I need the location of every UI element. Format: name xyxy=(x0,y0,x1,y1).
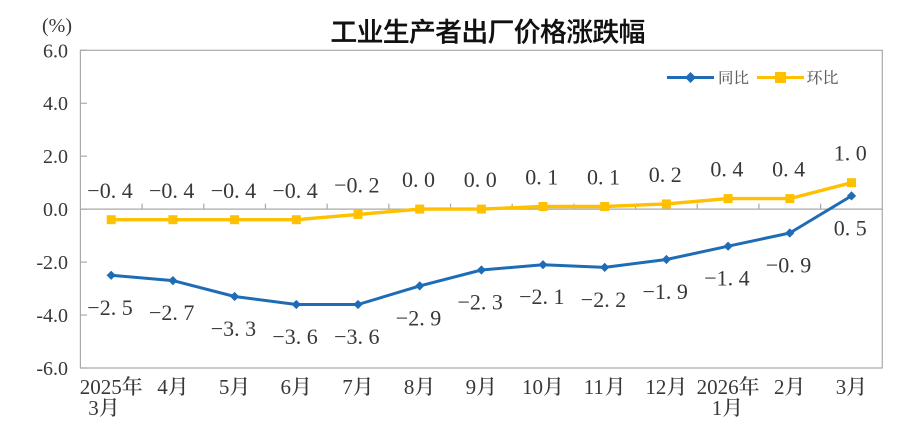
svg-text:−1. 9: −1. 9 xyxy=(642,279,687,304)
svg-text:7: 7 xyxy=(342,375,353,399)
svg-text:1. 0: 1. 0 xyxy=(834,141,867,166)
svg-text:0. 4: 0. 4 xyxy=(772,157,805,182)
svg-text:-2.0: -2.0 xyxy=(36,252,68,274)
svg-text:12: 12 xyxy=(645,375,666,399)
svg-text:−1. 4: −1. 4 xyxy=(704,266,749,291)
svg-text:−3. 6: −3. 6 xyxy=(272,324,317,349)
svg-text:11: 11 xyxy=(584,375,604,399)
svg-text:−0. 4: −0. 4 xyxy=(149,178,194,203)
svg-text:−0. 9: −0. 9 xyxy=(766,252,811,277)
svg-text:0. 5: 0. 5 xyxy=(834,215,867,240)
svg-text:-6.0: -6.0 xyxy=(36,358,68,380)
svg-text:4: 4 xyxy=(157,375,168,399)
svg-text:0.0: 0.0 xyxy=(43,199,68,221)
svg-text:−2. 2: −2. 2 xyxy=(581,287,626,312)
svg-text:3: 3 xyxy=(88,396,99,420)
svg-text:8: 8 xyxy=(404,375,415,399)
svg-text:0. 0: 0. 0 xyxy=(464,167,497,192)
svg-text:0. 2: 0. 2 xyxy=(649,162,682,187)
svg-text:0. 0: 0. 0 xyxy=(402,167,435,192)
svg-text:0. 1: 0. 1 xyxy=(525,165,558,190)
svg-text:−2. 7: −2. 7 xyxy=(149,300,194,325)
svg-text:2.0: 2.0 xyxy=(43,146,68,168)
svg-text:−0. 4: −0. 4 xyxy=(87,178,132,203)
svg-text:0. 4: 0. 4 xyxy=(710,157,743,182)
svg-text:-4.0: -4.0 xyxy=(36,305,68,327)
svg-text:3: 3 xyxy=(836,375,847,399)
svg-text:2026: 2026 xyxy=(697,375,739,399)
svg-text:(%): (%) xyxy=(42,15,72,37)
svg-text:−3. 3: −3. 3 xyxy=(211,316,256,341)
svg-text:2025: 2025 xyxy=(80,375,122,399)
svg-text:2: 2 xyxy=(774,375,785,399)
svg-text:−2. 9: −2. 9 xyxy=(396,305,441,330)
svg-text:1: 1 xyxy=(712,396,723,420)
svg-text:10: 10 xyxy=(522,375,543,399)
svg-text:−3. 6: −3. 6 xyxy=(334,324,379,349)
svg-text:−2. 5: −2. 5 xyxy=(87,295,132,320)
svg-text:−2. 1: −2. 1 xyxy=(519,284,564,309)
svg-text:4.0: 4.0 xyxy=(43,93,68,115)
svg-text:0. 1: 0. 1 xyxy=(587,165,620,190)
svg-text:−0. 2: −0. 2 xyxy=(334,173,379,198)
svg-text:−0. 4: −0. 4 xyxy=(272,178,317,203)
svg-text:6.0: 6.0 xyxy=(43,40,68,62)
svg-text:−2. 3: −2. 3 xyxy=(457,290,502,315)
svg-text:6: 6 xyxy=(281,375,292,399)
svg-text:5: 5 xyxy=(219,375,230,399)
svg-text:9: 9 xyxy=(466,375,477,399)
svg-text:−0. 4: −0. 4 xyxy=(211,178,256,203)
